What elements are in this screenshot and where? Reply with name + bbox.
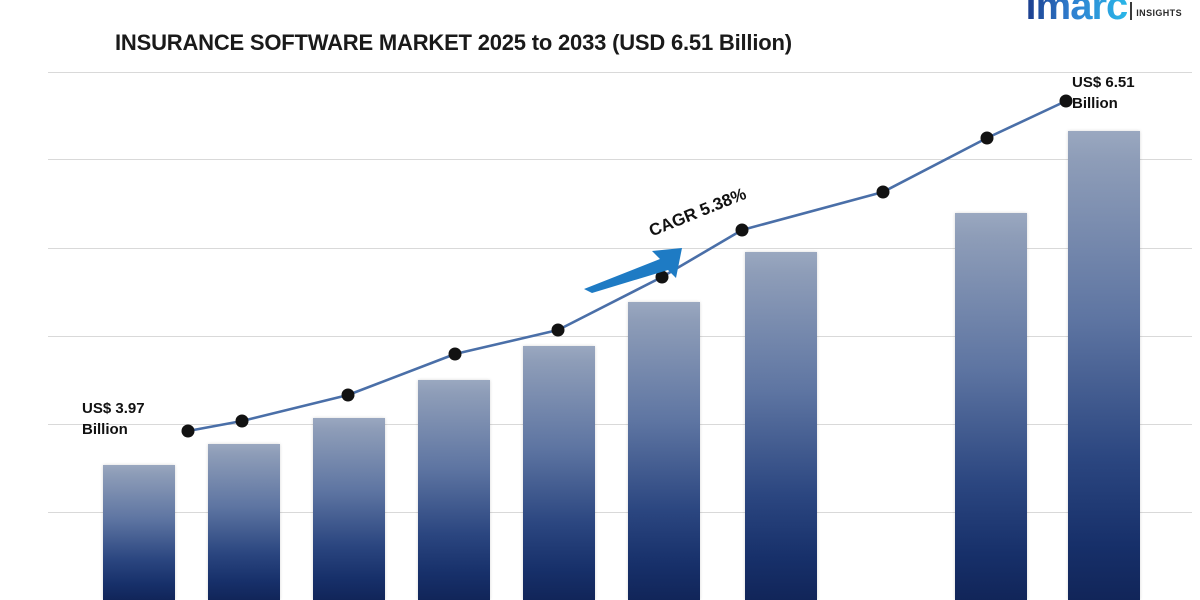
end-value-line1: US$ 6.51 [1072, 74, 1135, 91]
logo-divider [1130, 2, 1133, 20]
logo-wordmark: imarc [1026, 0, 1129, 26]
bar-2028 [418, 380, 490, 600]
gridline [48, 159, 1192, 160]
bar-2026 [208, 444, 280, 600]
trend-marker [1059, 94, 1073, 108]
bar-2032 [955, 213, 1027, 600]
bar-2029 [523, 346, 595, 600]
end-value-label: US$ 6.51 Billion [1072, 72, 1135, 114]
gridline [48, 72, 1192, 73]
bar-2027 [313, 418, 385, 600]
trend-marker [876, 185, 890, 199]
plot-area [48, 70, 1192, 600]
trend-marker [448, 347, 462, 361]
trend-marker [181, 424, 195, 438]
bar-2031 [745, 252, 817, 600]
trend-marker [341, 388, 355, 402]
chart-title: INSURANCE SOFTWARE MARKET 2025 to 2033 (… [115, 30, 792, 55]
logo-subtext: INSIGHTS [1136, 8, 1182, 18]
end-value-line2: Billion [1072, 95, 1118, 112]
trend-marker [551, 323, 565, 337]
trend-marker [980, 131, 994, 145]
trend-marker [235, 414, 249, 428]
start-value-label: US$ 3.97 Billion [82, 398, 145, 440]
bar-2030 [628, 302, 700, 600]
start-value-line2: Billion [82, 421, 128, 438]
cagr-arrow-icon [584, 248, 682, 293]
trend-marker [735, 223, 749, 237]
bar-2033 [1068, 131, 1140, 600]
imarc-logo: imarc INSIGHTS [1026, 0, 1182, 26]
bar-2025 [103, 465, 175, 600]
gridline [48, 512, 1192, 513]
start-value-line1: US$ 3.97 [82, 400, 145, 417]
